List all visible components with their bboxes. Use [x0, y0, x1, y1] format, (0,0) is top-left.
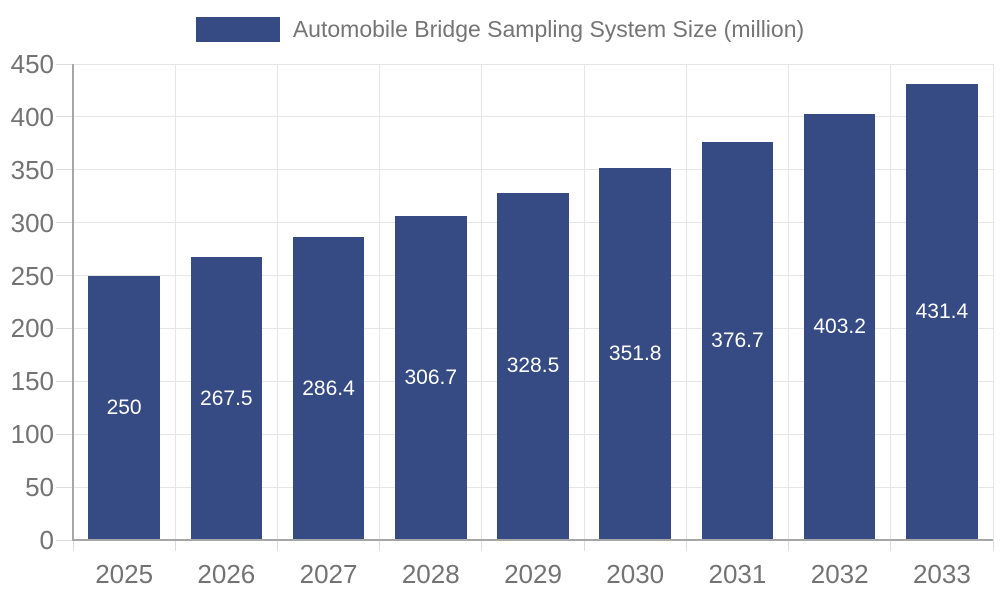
bar-value-label: 351.8: [608, 341, 662, 365]
y-axis-label: 450: [10, 49, 54, 79]
bar: 267.5: [190, 257, 263, 540]
x-gridline: [788, 64, 790, 540]
x-axis-tick: [481, 540, 483, 551]
bar: 376.7: [701, 141, 774, 540]
bar-value-label: 431.4: [915, 299, 969, 323]
y-axis-tick: [56, 327, 73, 329]
y-axis-label: 350: [10, 154, 54, 185]
y-axis-label: 250: [10, 260, 54, 291]
y-axis-label: 0: [39, 525, 54, 555]
y-axis-tick: [56, 433, 73, 435]
x-axis-tick: [379, 540, 381, 551]
legend: Automobile Bridge Sampling System Size (…: [0, 16, 1000, 43]
bar: 351.8: [599, 167, 671, 540]
bar-value-label: 306.7: [404, 365, 458, 389]
x-axis-line: [72, 539, 993, 541]
x-gridline: [481, 64, 483, 540]
bar: 306.7: [395, 215, 467, 540]
x-gridline: [685, 64, 687, 540]
x-axis-tick: [174, 540, 176, 551]
x-gridline: [583, 64, 585, 540]
x-gridline: [379, 64, 381, 540]
y-axis-tick: [56, 222, 73, 224]
x-axis-label: 2033: [912, 558, 971, 589]
bar-value-label: 250: [106, 395, 142, 419]
y-axis-label: 100: [10, 419, 54, 450]
x-axis-tick: [72, 540, 74, 551]
y-axis-tick: [56, 169, 73, 171]
y-axis-line: [72, 64, 74, 540]
x-axis-tick: [685, 540, 687, 551]
x-axis-tick: [276, 540, 278, 551]
y-gridline: [73, 169, 993, 171]
x-axis-tick: [992, 540, 994, 551]
x-axis-label: 2032: [810, 558, 869, 589]
bar-value-label: 376.7: [711, 328, 764, 352]
bar-value-label: 328.5: [506, 354, 560, 378]
legend-swatch: [195, 17, 280, 42]
x-axis-label: 2027: [299, 558, 358, 589]
y-axis-label: 400: [10, 101, 54, 132]
x-axis-tick: [890, 540, 892, 551]
y-axis-tick: [56, 380, 73, 382]
x-axis-label: 2030: [606, 558, 665, 589]
x-gridline: [276, 64, 278, 540]
x-axis-label: 2026: [197, 558, 256, 589]
y-axis-label: 50: [25, 472, 54, 503]
y-axis-tick: [56, 275, 73, 277]
x-axis-label: 2031: [708, 558, 767, 589]
y-gridline: [73, 116, 993, 118]
x-gridline: [890, 64, 892, 540]
bar-value-label: 267.5: [200, 386, 253, 410]
bar-value-label: 403.2: [813, 314, 866, 338]
x-axis-tick: [788, 540, 790, 551]
x-axis-label: 2028: [401, 558, 460, 589]
bar: 286.4: [292, 237, 365, 540]
y-gridline: [73, 63, 993, 65]
bar: 431.4: [906, 83, 978, 540]
x-axis-label: 2025: [95, 558, 154, 589]
bar: 328.5: [497, 192, 569, 540]
x-axis-label: 2029: [504, 558, 562, 589]
y-axis-tick: [56, 539, 73, 541]
bar-value-label: 286.4: [302, 376, 355, 400]
y-axis-label: 150: [10, 366, 54, 397]
bar: 403.2: [803, 113, 876, 540]
legend-label: Automobile Bridge Sampling System Size (…: [292, 16, 805, 42]
x-gridline: [992, 64, 994, 540]
y-axis-tick: [56, 116, 73, 118]
y-axis-tick: [56, 63, 73, 65]
plot-area: 0 50 100 150 200 250 300 350 400 450 250 2025 267.5 2…: [11, 51, 994, 589]
bar: 250: [88, 275, 160, 540]
y-axis-label: 300: [10, 207, 54, 238]
x-axis-tick: [583, 540, 585, 551]
y-axis-tick: [56, 486, 73, 488]
y-axis-label: 200: [10, 313, 54, 344]
x-gridline: [174, 64, 176, 540]
